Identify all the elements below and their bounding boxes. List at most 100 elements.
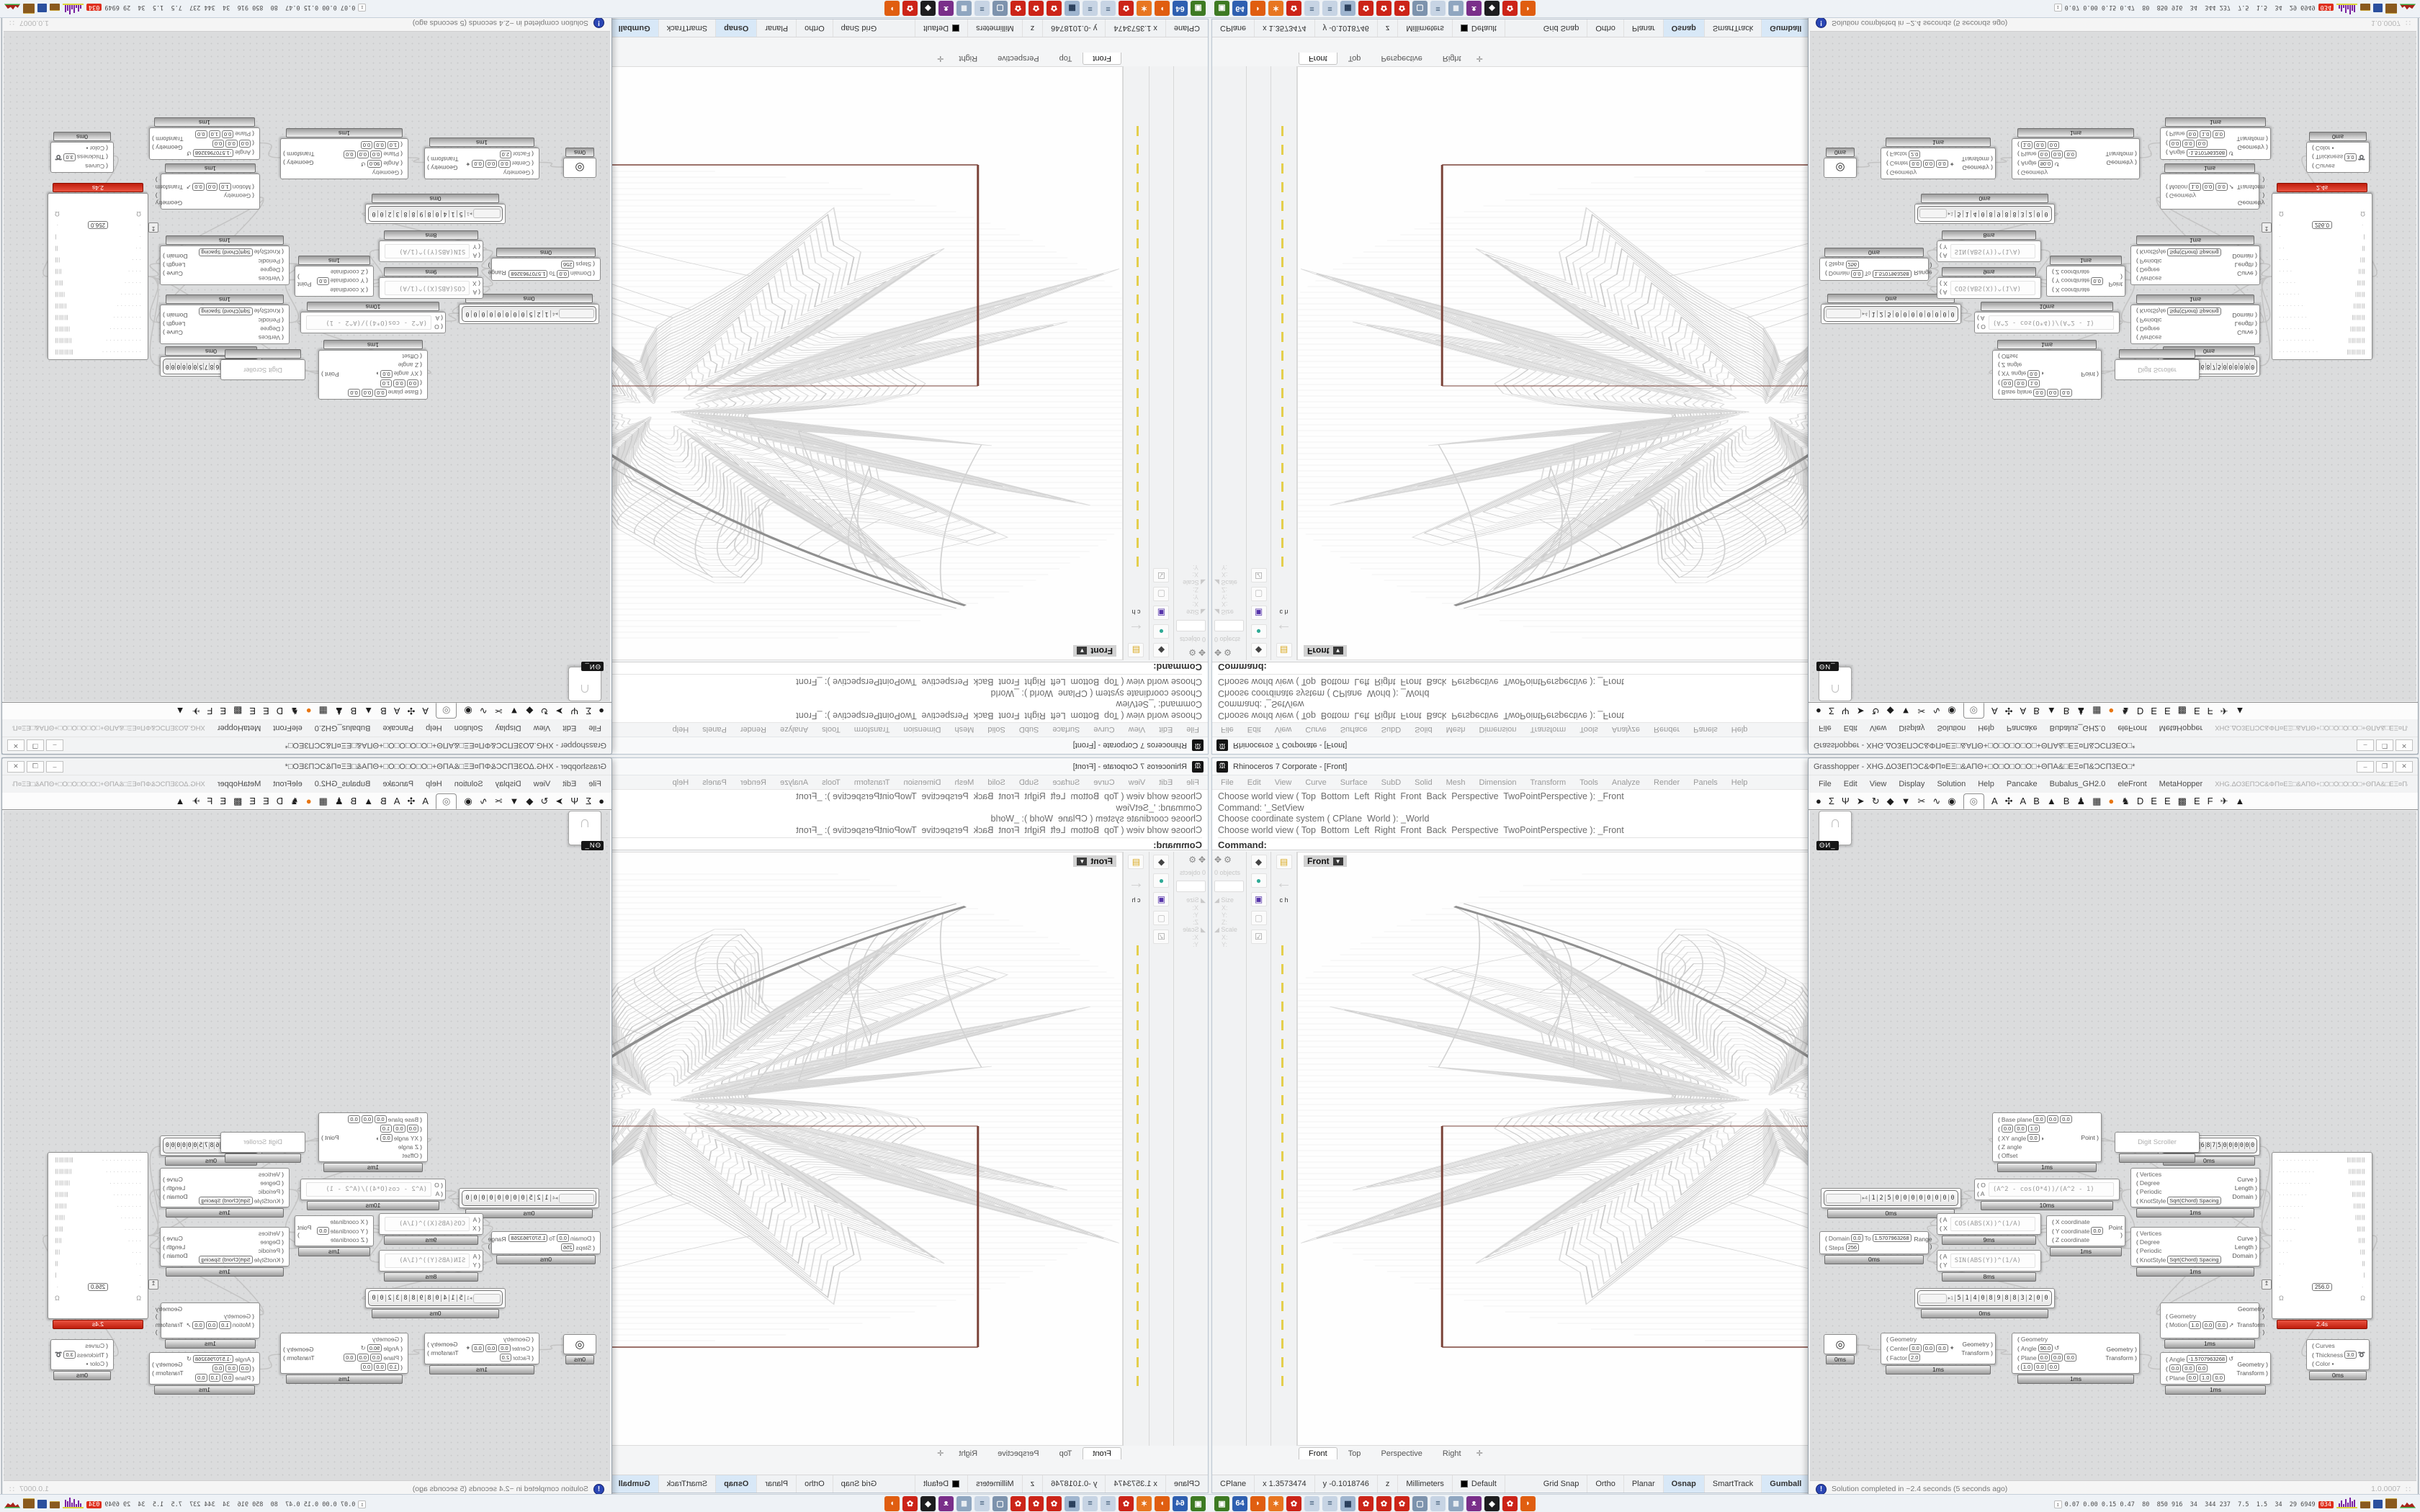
viewport-tab-top[interactable]: Top	[1348, 54, 1361, 63]
rhino-menu-item[interactable]: Transform	[1530, 778, 1567, 787]
firefox-icon[interactable]: ◗	[884, 1495, 900, 1511]
gh-node-custom-preview[interactable]: CurvesThickness 3.0 ➰Color ▪0ms	[2306, 1339, 2370, 1380]
gh-plugin-tab[interactable]: ♞	[2121, 795, 2130, 806]
statusbar-smarttrack[interactable]: SmartTrack	[658, 19, 716, 37]
gh-node-interpolate-2[interactable]: VerticesDegreePeriodicKnotStyle Sqrt(Cho…	[160, 235, 290, 285]
rhino-menu-item[interactable]: Transform	[853, 725, 890, 734]
gear-red-icon[interactable]: ✿	[1502, 1, 1518, 17]
rhino-menu-item[interactable]: SubD	[1018, 725, 1039, 734]
resize-grip-icon[interactable]: ∷	[9, 18, 14, 27]
statusbar-osnap[interactable]: Osnap	[715, 1475, 757, 1493]
statusbar-default[interactable]: Default	[1453, 1475, 1505, 1493]
gh-category-tab-icon[interactable]: ●	[1816, 796, 1821, 806]
viewport-title-chip[interactable]: Front ▼	[1304, 855, 1347, 867]
gh-node-interpolate-2[interactable]: VerticesDegreePeriodicKnotStyle Sqrt(Cho…	[2130, 235, 2260, 285]
gh-plugin-tab[interactable]: ✈	[2220, 795, 2228, 806]
avatar-icon[interactable]: ᴥ	[938, 1, 954, 17]
viewport-title[interactable]: Front	[1090, 856, 1113, 866]
gh-category-tab-icon[interactable]: Σ	[1828, 796, 1834, 806]
close-button[interactable]: ✕	[7, 760, 24, 773]
gh-plugin-tab[interactable]: ✣	[407, 706, 416, 717]
rhino-menu-item[interactable]: Panels	[702, 778, 727, 787]
rhino-menu-item[interactable]: Mesh	[1446, 725, 1466, 734]
display-settings-icon[interactable]: ▢	[992, 1, 1008, 17]
dark-app-icon[interactable]: ◆	[1484, 1, 1500, 17]
gh-node-expr-cos[interactable]: AXCOS(ABS(X))^(1/A)9ms	[379, 1213, 483, 1245]
rhino-menu-item[interactable]: Analyze	[779, 778, 809, 787]
gh-node-rotate-axis[interactable]: Angle -1.5707963268 ↺0.00.00.0Plane 0.01…	[149, 1352, 260, 1395]
rhino-menu-item[interactable]: Solid	[987, 778, 1005, 787]
statusbar-x[interactable]: x 1.3573474	[1105, 19, 1165, 37]
viewport-tab-top[interactable]: Top	[1348, 1449, 1361, 1458]
viewport-title[interactable]: Front	[1307, 856, 1330, 866]
gh-plugin-tab[interactable]: F	[207, 706, 213, 716]
notepad-icon[interactable]: ≡	[1101, 1495, 1116, 1511]
calculator-icon[interactable]: ▦	[1065, 1495, 1080, 1511]
rhino-menu-item[interactable]: File	[1186, 725, 1199, 734]
gh-node-scroller-b[interactable]: ▸1 5 1 4 0 8 9 8 8 3 2 0 0 0ms	[365, 1288, 506, 1318]
rhino-menu-item[interactable]: Curve	[1305, 778, 1327, 787]
back-arrow-icon[interactable]: ←	[1128, 621, 1144, 639]
new-viewport-tab[interactable]: ✛	[937, 1449, 944, 1458]
gh-category-tab-icon[interactable]: ●	[599, 796, 604, 806]
statusbar-default[interactable]: Default	[1452, 19, 1505, 37]
gh-node-fractal-heavy[interactable]: ··········· ||||||||||| ·········· ||||||||…	[48, 183, 158, 360]
rhino-menu-item[interactable]: File	[1221, 778, 1234, 787]
statusbar-osnap[interactable]: Osnap	[715, 19, 757, 37]
gh-node-range[interactable]: Domain 0.0 To 1.5707963268Steps 256Range…	[488, 1231, 601, 1264]
gh-node-scroller-a[interactable]: ▸4 1 2 5 0 0 0 0 0 0 0 0 0ms	[1821, 294, 1961, 324]
gh-menu-item[interactable]: Edit	[563, 780, 577, 788]
gh-node-rotate-axis[interactable]: Angle -1.5707963268 ↺0.00.00.0Plane 0.01…	[149, 117, 260, 160]
gh-plugin-tab[interactable]: B	[2063, 706, 2070, 716]
minimize-button[interactable]: –	[46, 760, 63, 773]
document-selector[interactable]: XHG.ΔΟ3ΕΠϽϹ&ΦΠ¤ΕΞ□&ΑΠΘ+□Ο□Ο□Ο□Ο□+ΘΠΑ&□ΕΞ…	[12, 780, 205, 788]
new-viewport-tab[interactable]: ✛	[1476, 54, 1483, 63]
gh-menu-item[interactable]: Bubalus_GH2.0	[2049, 780, 2106, 788]
viewport-tab-front[interactable]: Front	[1299, 53, 1337, 65]
commander-icon[interactable]: 64	[1232, 1, 1247, 17]
gh-node-scale[interactable]: GeometryCenter 0.00.00.0 ✦Factor 2.0Geom…	[1881, 138, 1996, 179]
node-side-input[interactable]: ↥	[2262, 1279, 2272, 1290]
gh-menu-item[interactable]: MetaHopper	[2159, 780, 2203, 788]
statusbar-planar[interactable]: Planar	[1623, 19, 1664, 37]
gear-red-icon[interactable]: ✿	[1376, 1, 1392, 17]
sidebar-tool-icon[interactable]: ◆	[1250, 643, 1267, 657]
gh-menu-item[interactable]: eleFront	[273, 724, 302, 732]
gh-menu-item[interactable]: Help	[1978, 780, 1994, 788]
gh-menu-item[interactable]: View	[533, 724, 551, 732]
gh-node-move[interactable]: GeometryMotion 1.00.00.0 ➚GeometryTransf…	[2160, 163, 2264, 210]
notepad-icon[interactable]: ≡	[1430, 1495, 1446, 1511]
statusbar-ortho[interactable]: Ortho	[1587, 19, 1624, 37]
rhino-menu-item[interactable]: Mesh	[1446, 778, 1466, 787]
viewport-title-chip[interactable]: Front ▼	[1073, 645, 1116, 657]
gh-category-tab-icon[interactable]: ∿	[479, 795, 488, 806]
gh-plugin-tab[interactable]: E	[220, 796, 227, 806]
gh-plugin-tab[interactable]: ▲	[2235, 706, 2245, 716]
gh-node-scroller-a[interactable]: ▸4 1 2 5 0 0 0 0 0 0 0 0 0ms	[1821, 1188, 1961, 1218]
gh-node-orient-point[interactable]: Base plane 0.00.00.00.00.01.0XY angle 0.…	[1992, 340, 2102, 400]
gear-red-icon[interactable]: ✿	[1047, 1495, 1062, 1511]
gh-plugin-tab[interactable]: E	[220, 706, 227, 716]
document-selector[interactable]: XHG.ΔΟ3ΕΠϽϹ&ΦΠ¤ΕΞ□&ΑΠΘ+□Ο□Ο□Ο□Ο□+ΘΠΑ&□ΕΞ…	[2215, 780, 2408, 788]
commander-icon[interactable]: 64	[1173, 1495, 1188, 1511]
maximize-button[interactable]: ❐	[27, 739, 44, 752]
viewport-tab-perspective[interactable]: Perspective	[1381, 1449, 1422, 1458]
gh-plugin-tab[interactable]: ▩	[233, 795, 243, 806]
gear-red-icon[interactable]: ✿	[902, 1, 918, 17]
blender-icon[interactable]: ✶	[1268, 1, 1283, 17]
gh-plugin-tab[interactable]: D	[276, 796, 284, 806]
commander-icon[interactable]: 64	[1232, 1495, 1247, 1511]
statusbar-ortho[interactable]: Ortho	[796, 1475, 833, 1493]
rhino-menu-item[interactable]: Transform	[853, 778, 890, 787]
rhino-menu-item[interactable]: View	[1274, 725, 1292, 734]
statusbar-gumball[interactable]: Gumball	[609, 1475, 658, 1493]
documents-icon[interactable]: ≣	[956, 1, 972, 17]
gh-plugin-tab[interactable]: E	[2193, 706, 2200, 716]
properties-panel[interactable]: ✥ ⚙ 0 objects ◢ Size X: Y: Z: ◢ Scale X: Y:	[1212, 852, 1247, 1446]
gh-category-tab-icon[interactable]: ➤	[555, 795, 564, 806]
sidebar-tool-icon[interactable]: ●	[1250, 873, 1267, 888]
firefox-icon[interactable]: ◗	[1250, 1495, 1265, 1511]
grasshopper-titlebar[interactable]: Grasshopper - XHG.ΔΟ3ΕΠϽϹ&ΦΠ¤ΕΞ□&ΑΠΘ+□Ο□…	[1809, 737, 2418, 754]
gh-plugin-tab[interactable]: ▦	[318, 795, 328, 806]
rhino-menu-item[interactable]: Tools	[1579, 778, 1598, 787]
